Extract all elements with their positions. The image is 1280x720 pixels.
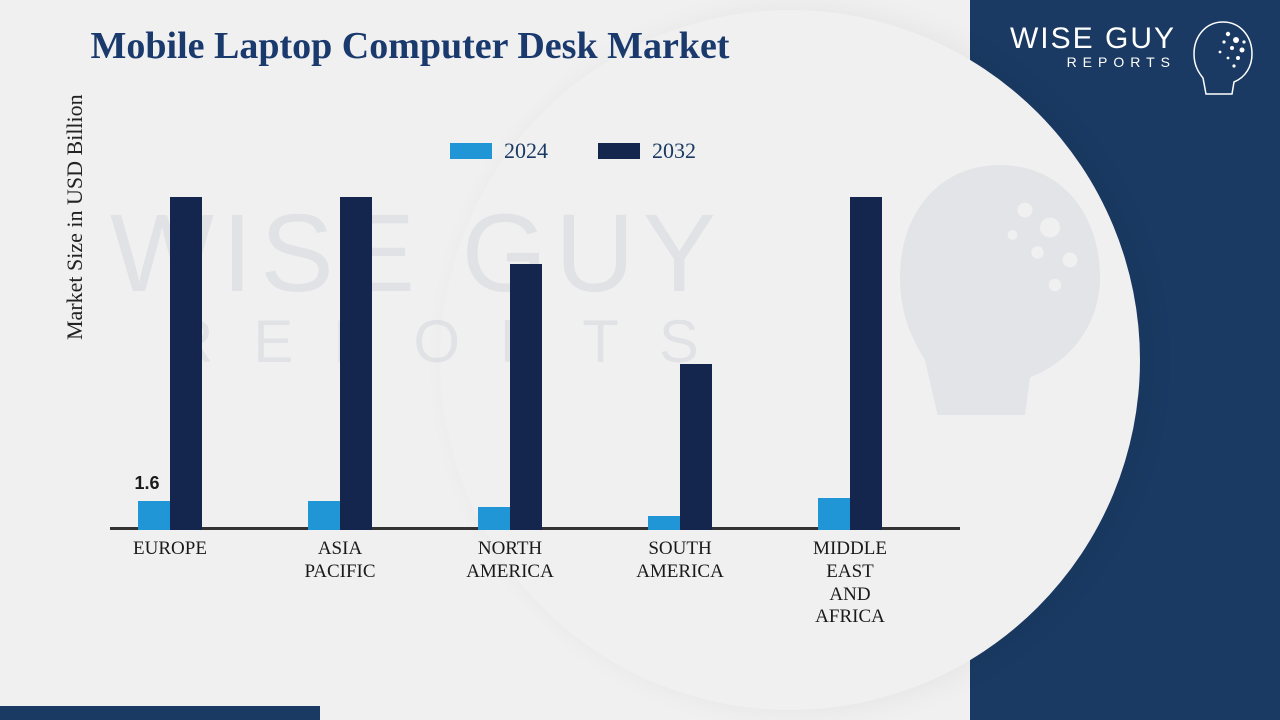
category-label: ASIA PACIFIC bbox=[265, 538, 415, 584]
bar-2032 bbox=[680, 364, 712, 530]
legend-swatch-2024 bbox=[450, 143, 492, 159]
bar-2032 bbox=[510, 264, 542, 530]
logo-text-top: WISE GUY bbox=[1010, 22, 1176, 56]
bar-group: SOUTH AMERICA bbox=[640, 364, 720, 530]
bar-2024 bbox=[138, 501, 170, 530]
legend: 2024 2032 bbox=[450, 138, 696, 164]
category-label: EUROPE bbox=[95, 538, 245, 561]
bar-2032 bbox=[170, 197, 202, 530]
legend-label-2024: 2024 bbox=[504, 138, 548, 164]
category-label: MIDDLE EAST AND AFRICA bbox=[775, 538, 925, 629]
bar-2024 bbox=[478, 507, 510, 530]
plot-area: 1.6EUROPE ASIA PACIFIC NORTH AMERICA SOUTH … bbox=[110, 170, 960, 530]
bar-2024 bbox=[818, 498, 850, 530]
bottom-accent-bar bbox=[0, 706, 320, 720]
logo-text-bottom: REPORTS bbox=[1010, 54, 1176, 70]
bar-2032 bbox=[850, 197, 882, 530]
bar-2032 bbox=[340, 197, 372, 530]
category-label: SOUTH AMERICA bbox=[605, 538, 755, 584]
legend-item-2032: 2032 bbox=[598, 138, 696, 164]
legend-swatch-2032 bbox=[598, 143, 640, 159]
legend-label-2032: 2032 bbox=[652, 138, 696, 164]
legend-item-2024: 2024 bbox=[450, 138, 548, 164]
bar-2024 bbox=[308, 501, 340, 530]
bar-group: MIDDLE EAST AND AFRICA bbox=[810, 197, 890, 530]
y-axis-label: Market Size in USD Billion bbox=[62, 94, 88, 340]
chart-title: Mobile Laptop Computer Desk Market bbox=[0, 24, 820, 68]
bar-group: 1.6EUROPE bbox=[130, 197, 210, 530]
bar-2024 bbox=[648, 516, 680, 530]
category-label: NORTH AMERICA bbox=[435, 538, 585, 584]
brand-logo: WISE GUY REPORTS bbox=[1010, 22, 1252, 70]
bar-group: ASIA PACIFIC bbox=[300, 197, 380, 530]
bar-group: NORTH AMERICA bbox=[470, 264, 550, 530]
bar-value-label: 1.6 bbox=[122, 473, 172, 494]
